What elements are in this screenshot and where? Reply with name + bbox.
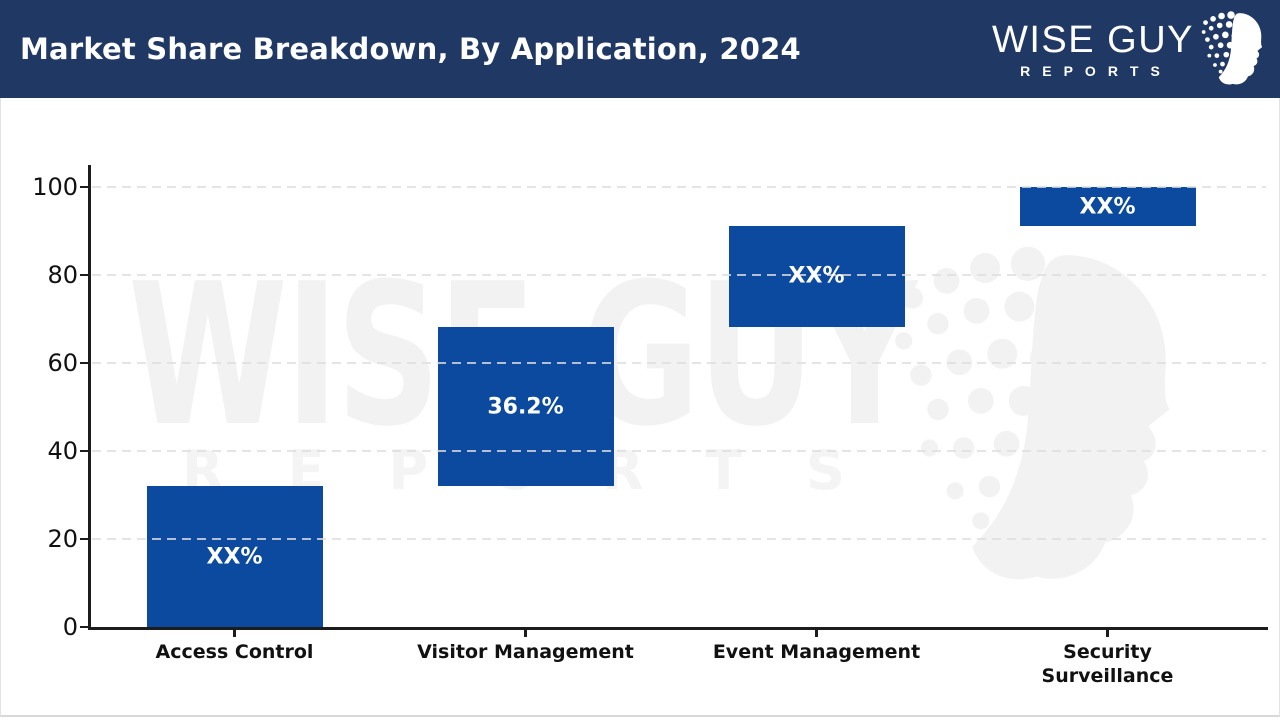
y-tick-label-100: 100: [32, 173, 78, 201]
y-tick-mark-40: [80, 449, 89, 453]
y-tick-label-80: 80: [47, 261, 78, 289]
gridline-100: [92, 186, 1266, 188]
y-tick-mark-80: [80, 273, 89, 277]
gridline-20: [92, 538, 1266, 540]
x-category-label-access-control: Access Control: [155, 641, 314, 663]
x-tick-event-management: [815, 629, 818, 637]
wise-guy-reports-logo: WISE GUY REPORTS: [992, 11, 1264, 87]
y-axis-spine: [88, 165, 91, 630]
x-tick-visitor-management: [524, 629, 527, 637]
y-tick-mark-20: [80, 537, 89, 541]
logo-wordmark-line1: WISE GUY: [991, 18, 1194, 61]
logo-wordmark-line2: REPORTS: [1020, 62, 1172, 79]
y-tick-label-0: 0: [62, 613, 78, 641]
chart-area: WISE GUY REPORTS XX%Access Control36.2%V…: [0, 98, 1280, 720]
bar-security-surveillance: [1019, 187, 1196, 226]
y-tick-label-60: 60: [47, 349, 78, 377]
gridline-60: [92, 362, 1266, 364]
logo-wordmark: WISE GUY REPORTS: [992, 21, 1194, 78]
bar-value-label-visitor-management: 36.2%: [487, 394, 564, 420]
bar-event-management: [728, 225, 905, 327]
gridline-80: [92, 274, 1266, 276]
y-tick-mark-0: [80, 625, 89, 629]
header-bar: Market Share Breakdown, By Application, …: [0, 0, 1280, 98]
x-tick-security-surveillance: [1106, 629, 1109, 637]
x-category-label-visitor-management: Visitor Management: [417, 641, 634, 663]
x-category-label-security-surveillance: Security Surveillance: [1041, 641, 1174, 687]
bar-access-control: [146, 486, 323, 627]
x-axis-spine: [88, 627, 1268, 630]
page-title: Market Share Breakdown, By Application, …: [20, 32, 801, 66]
x-tick-access-control: [233, 629, 236, 637]
dotted-head-profile-icon: [1201, 11, 1263, 85]
y-tick-mark-100: [80, 185, 89, 189]
bar-visitor-management: [437, 326, 614, 487]
bar-value-label-security-surveillance: XX%: [1079, 194, 1136, 220]
bar-value-label-event-management: XX%: [788, 263, 845, 289]
bar-value-label-access-control: XX%: [206, 544, 263, 570]
y-tick-mark-60: [80, 361, 89, 365]
y-tick-label-40: 40: [47, 437, 78, 465]
y-tick-label-20: 20: [47, 525, 78, 553]
x-category-label-event-management: Event Management: [712, 641, 921, 663]
gridline-40: [92, 450, 1266, 452]
bottom-border-line: [0, 715, 1280, 717]
watermark-dotted-head-profile-icon: [895, 246, 1170, 580]
left-border-line: [0, 98, 1, 716]
